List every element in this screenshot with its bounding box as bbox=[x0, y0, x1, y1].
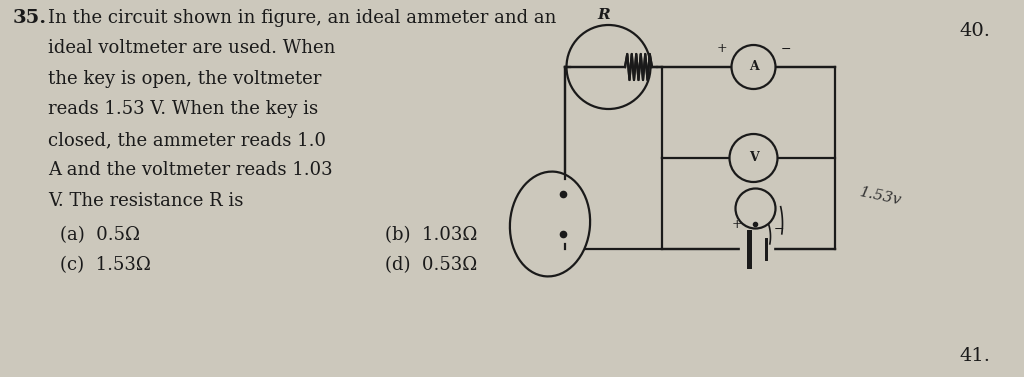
Text: 35.: 35. bbox=[13, 9, 47, 27]
Text: −: − bbox=[780, 43, 791, 55]
Text: A: A bbox=[749, 60, 759, 74]
Text: +: + bbox=[716, 43, 727, 55]
Circle shape bbox=[729, 134, 777, 182]
Text: ideal voltmeter are used. When: ideal voltmeter are used. When bbox=[48, 40, 336, 58]
Text: R: R bbox=[597, 8, 610, 22]
Text: the key is open, the voltmeter: the key is open, the voltmeter bbox=[48, 70, 322, 88]
Text: (d)  0.53Ω: (d) 0.53Ω bbox=[385, 256, 477, 274]
Text: 1.53v: 1.53v bbox=[858, 186, 903, 208]
Text: (c)  1.53Ω: (c) 1.53Ω bbox=[60, 256, 151, 274]
Text: +: + bbox=[731, 219, 741, 231]
Circle shape bbox=[735, 188, 775, 228]
Circle shape bbox=[731, 45, 775, 89]
Text: reads 1.53 V. When the key is: reads 1.53 V. When the key is bbox=[48, 101, 318, 118]
Text: −: − bbox=[773, 222, 783, 236]
Text: (a)  0.5Ω: (a) 0.5Ω bbox=[60, 227, 140, 245]
Text: (b)  1.03Ω: (b) 1.03Ω bbox=[385, 227, 477, 245]
Text: A and the voltmeter reads 1.03: A and the voltmeter reads 1.03 bbox=[48, 161, 333, 179]
Text: closed, the ammeter reads 1.0: closed, the ammeter reads 1.0 bbox=[48, 131, 326, 149]
Text: V. The resistance R is: V. The resistance R is bbox=[48, 192, 244, 210]
Ellipse shape bbox=[510, 172, 590, 276]
Text: In the circuit shown in figure, an ideal ammeter and an: In the circuit shown in figure, an ideal… bbox=[48, 9, 556, 27]
Text: V: V bbox=[749, 152, 759, 164]
Text: 41.: 41. bbox=[959, 347, 990, 365]
Text: 40.: 40. bbox=[959, 22, 990, 40]
Circle shape bbox=[566, 25, 650, 109]
